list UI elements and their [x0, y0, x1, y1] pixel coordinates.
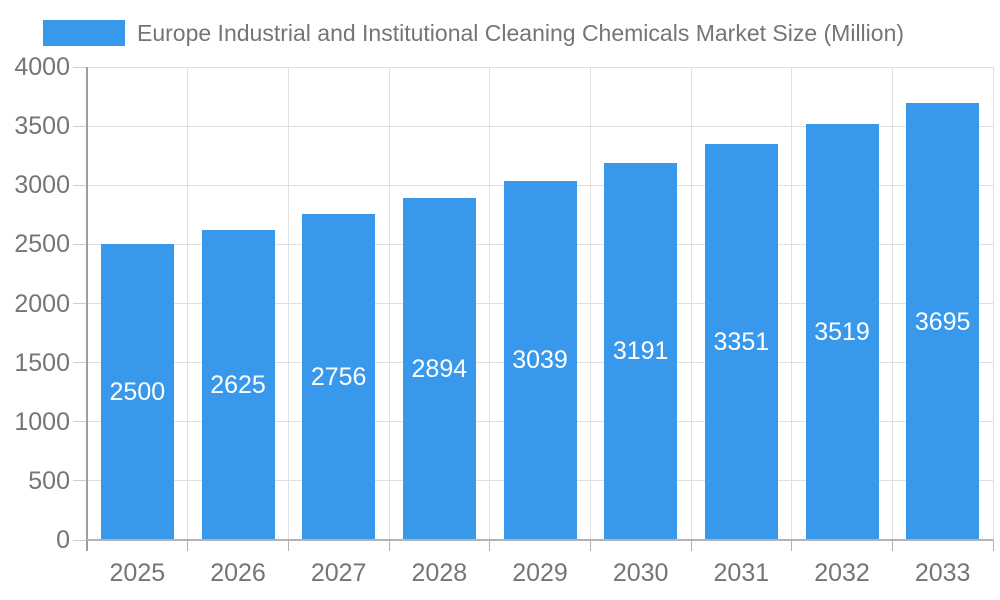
y-axis-tick: [73, 539, 87, 541]
y-tick-label: 2500: [14, 230, 70, 259]
bar-value-label: 2625: [210, 370, 266, 399]
y-tick-label: 1000: [14, 407, 70, 436]
bar-2031[interactable]: [704, 143, 778, 540]
y-axis-tick: [73, 243, 87, 245]
bar-2032[interactable]: [805, 123, 879, 540]
legend-swatch: [43, 20, 125, 46]
y-tick-label: 2000: [14, 289, 70, 318]
bar-2025[interactable]: [100, 244, 174, 540]
y-axis-line: [86, 67, 88, 551]
x-axis-tick: [287, 540, 289, 551]
gridline-horizontal: [87, 66, 993, 68]
gridline-vertical: [992, 67, 994, 540]
gridline-vertical: [589, 67, 591, 540]
y-tick-label: 4000: [14, 53, 70, 81]
bar-2027[interactable]: [302, 214, 376, 540]
bar-value-label: 2756: [310, 363, 367, 392]
y-tick-label: 1500: [14, 348, 70, 377]
x-tick-label: 2025: [109, 559, 166, 587]
x-axis-tick: [589, 540, 591, 551]
bar-value-label: 3519: [814, 317, 870, 346]
y-axis-tick: [73, 125, 87, 127]
x-tick-label: 2027: [310, 559, 367, 587]
x-tick-label: 2028: [411, 559, 468, 587]
gridline-vertical: [489, 67, 491, 540]
y-axis-tick: [73, 480, 87, 482]
bar-value-label: 3191: [612, 337, 669, 366]
y-axis-tick: [73, 184, 87, 186]
x-axis-tick: [388, 540, 390, 551]
y-axis-tick: [73, 362, 87, 364]
bar-2028[interactable]: [402, 197, 476, 540]
y-tick-label: 0: [56, 526, 70, 554]
y-axis-tick: [73, 303, 87, 304]
bar-value-label: 2500: [109, 378, 166, 407]
x-tick-label: 2030: [612, 559, 669, 587]
gridline-vertical: [690, 67, 692, 540]
gridline-vertical: [187, 67, 189, 540]
bar-2029[interactable]: [503, 180, 577, 540]
gridline-vertical: [287, 67, 289, 540]
gridline-vertical: [388, 67, 390, 540]
gridline-horizontal: [87, 125, 993, 127]
bar-2026[interactable]: [201, 229, 275, 540]
y-tick-label: 3500: [14, 112, 70, 141]
gridline-vertical: [791, 67, 793, 540]
y-tick-label: 3000: [14, 171, 70, 200]
x-axis-tick: [690, 540, 692, 551]
x-axis-tick: [992, 540, 994, 551]
bar-2030[interactable]: [604, 162, 678, 540]
bar-2033[interactable]: [906, 103, 980, 540]
chart-title: Europe Industrial and Institutional Clea…: [137, 19, 905, 46]
bar-value-label: 3695: [914, 307, 971, 336]
bar-value-label: 3351: [713, 327, 770, 356]
x-tick-label: 2033: [914, 559, 971, 587]
x-tick-label: 2029: [512, 559, 568, 587]
y-axis-tick: [73, 421, 87, 423]
y-axis-tick: [73, 66, 87, 68]
x-axis-tick: [187, 540, 189, 551]
x-axis-tick: [489, 540, 491, 551]
y-tick-label: 500: [28, 466, 70, 495]
legend: Europe Industrial and Institutional Clea…: [43, 18, 904, 48]
gridline-vertical: [891, 67, 893, 540]
x-axis-tick: [891, 540, 893, 551]
bar-value-label: 3039: [512, 346, 568, 375]
x-tick-label: 2032: [814, 559, 870, 587]
x-axis-tick: [791, 540, 793, 551]
x-tick-label: 2026: [210, 559, 266, 587]
bar-value-label: 2894: [411, 354, 468, 383]
x-tick-label: 2031: [713, 559, 770, 587]
x-axis-line: [87, 539, 993, 541]
